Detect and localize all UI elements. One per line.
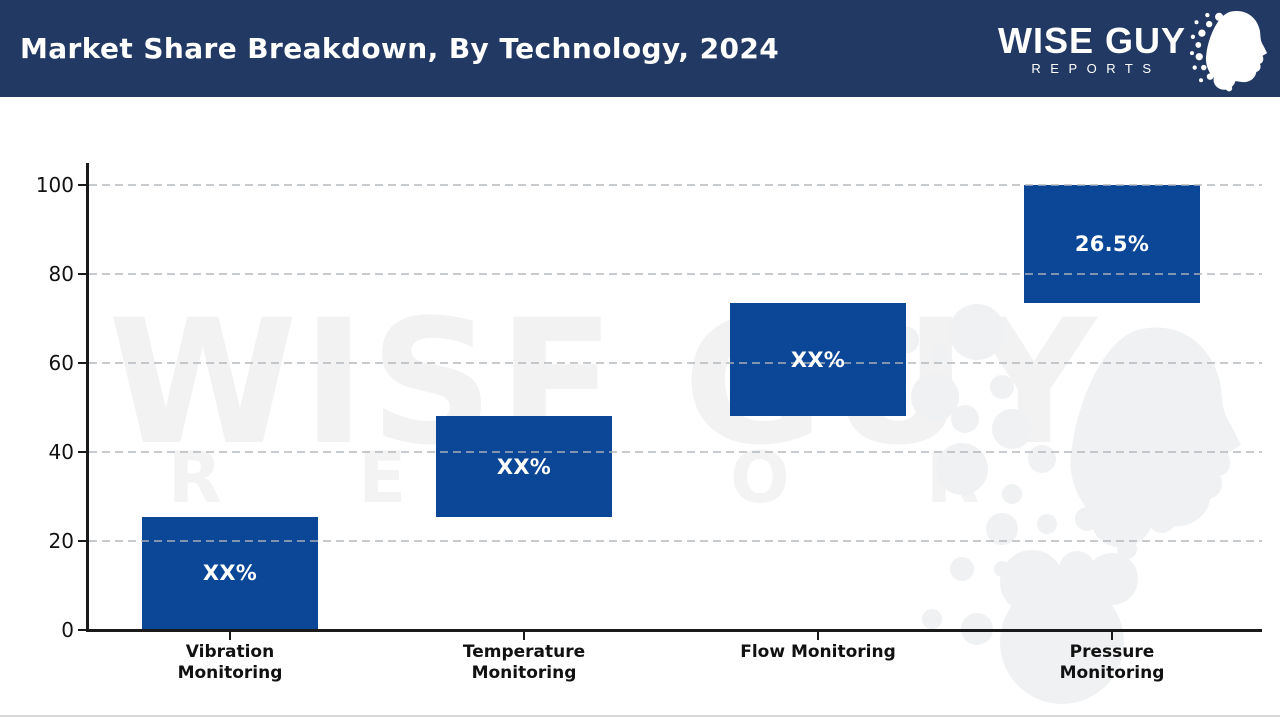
x-axis-line <box>86 629 1262 632</box>
gridline <box>89 273 1262 275</box>
x-tick-label-line: Vibration <box>185 642 275 662</box>
x-axis-tick <box>229 631 231 640</box>
x-tick-label-line: Flow Monitoring <box>740 642 896 662</box>
y-axis-tick <box>78 540 87 542</box>
x-tick-label-line: Monitoring <box>1059 663 1165 683</box>
footer-divider <box>0 715 1280 717</box>
gridline <box>89 451 1262 453</box>
bar-value-label: XX% <box>790 347 846 372</box>
bar <box>730 302 906 417</box>
x-tick-label: Flow Monitoring <box>673 642 963 663</box>
bar-value-label: XX% <box>496 454 552 479</box>
header-bar: Market Share Breakdown, By Technology, 2… <box>0 0 1280 97</box>
y-tick-label: 80 <box>48 262 74 286</box>
x-tick-label-line: Pressure <box>1069 642 1155 662</box>
y-tick-label: 40 <box>48 440 74 464</box>
x-tick-label: Vibration Monitoring <box>85 642 375 684</box>
x-axis-tick <box>523 631 525 640</box>
y-axis-tick <box>78 362 87 364</box>
x-axis-tick <box>1111 631 1113 640</box>
bar <box>142 516 318 630</box>
x-tick-label-line: Monitoring <box>471 663 577 683</box>
gridline <box>89 362 1262 364</box>
bar <box>436 416 612 517</box>
y-axis-tick <box>78 273 87 275</box>
x-tick-label-line: Monitoring <box>177 663 283 683</box>
y-tick-label: 60 <box>48 351 74 375</box>
logo-subtitle: REPORTS <box>1031 60 1161 76</box>
y-tick-label: 20 <box>48 529 74 553</box>
bar-chart: 0 20 40 60 80 100 XX% XX% XX% 26.5% Vibration Monit… <box>0 97 1280 717</box>
bar-value-label: 26.5% <box>1074 231 1150 256</box>
y-axis-line <box>86 163 89 632</box>
chart-region: WISE GUY R E P O R T S <box>0 97 1280 717</box>
x-tick-label: Temperature Monitoring <box>379 642 669 684</box>
gridline <box>89 540 1262 542</box>
logo-text: WISE GUY REPORTS <box>997 19 1186 77</box>
y-axis-tick <box>78 451 87 453</box>
x-tick-label-line: Temperature <box>462 642 586 662</box>
y-tick-label: 100 <box>35 173 74 197</box>
bar <box>1024 185 1200 303</box>
x-tick-label: Pressure Monitoring <box>967 642 1257 684</box>
page-title: Market Share Breakdown, By Technology, 2… <box>20 32 780 65</box>
y-axis-tick <box>78 629 87 631</box>
wise-guy-logo: WISE GUY REPORTS <box>998 6 1272 92</box>
y-axis-tick <box>78 184 87 186</box>
x-axis-tick <box>817 631 819 640</box>
bar-value-label: XX% <box>202 561 258 586</box>
gridline <box>89 184 1262 186</box>
face-profile-icon <box>1189 10 1268 92</box>
y-tick-label: 0 <box>61 618 74 642</box>
logo-wordmark: WISE GUY <box>997 19 1186 61</box>
